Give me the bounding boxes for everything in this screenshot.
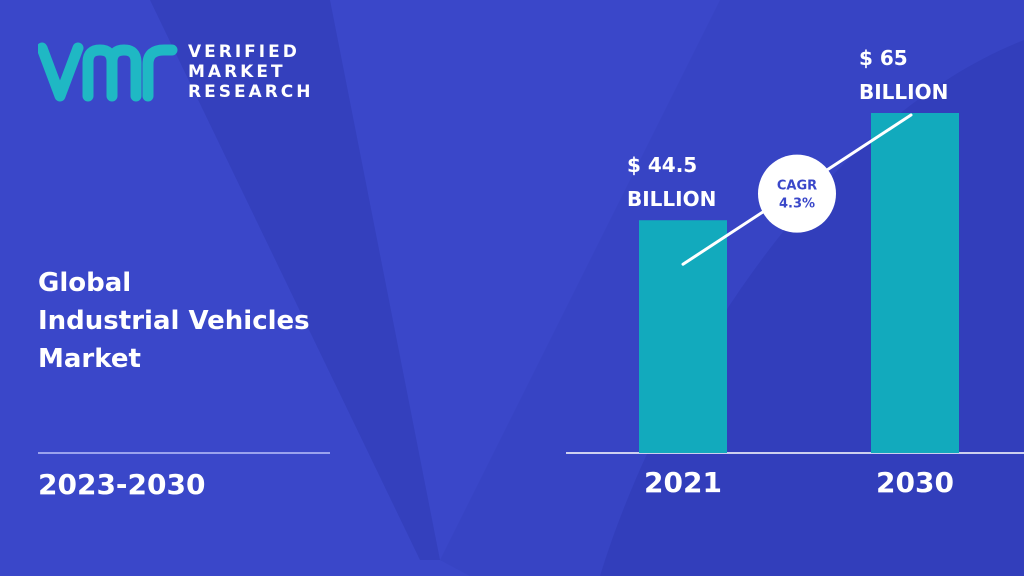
forecast-period: 2023-2030	[38, 468, 206, 501]
title-divider	[38, 452, 330, 454]
title-line-2: Industrial Vehicles	[38, 306, 310, 336]
value-unit-2030: BILLION	[859, 80, 948, 104]
cagr-label: CAGR	[777, 179, 817, 194]
brand-line-3: RESEARCH	[188, 82, 314, 102]
value-label-2021: $ 44.5	[627, 153, 697, 177]
vmr-logo-icon	[38, 42, 178, 102]
bar-2030	[871, 113, 959, 453]
x-tick-label-2030: 2030	[876, 466, 954, 499]
brand-line-2: MARKET	[188, 62, 286, 82]
value-unit-2021: BILLION	[627, 187, 716, 211]
title-line-1: Global	[38, 268, 132, 298]
brand-line-1: VERIFIED	[188, 42, 300, 62]
brand-logo: VERIFIED MARKET RESEARCH	[38, 40, 314, 104]
title-line-3: Market	[38, 344, 141, 374]
report-title: Global Industrial Vehicles Market	[38, 264, 310, 378]
value-label-2030: $ 65	[859, 46, 908, 70]
x-tick-label-2021: 2021	[644, 466, 722, 499]
bar-2021	[639, 220, 727, 453]
cagr-badge	[758, 154, 836, 233]
brand-name: VERIFIED MARKET RESEARCH	[188, 42, 314, 102]
cagr-value: 4.3%	[779, 197, 815, 212]
